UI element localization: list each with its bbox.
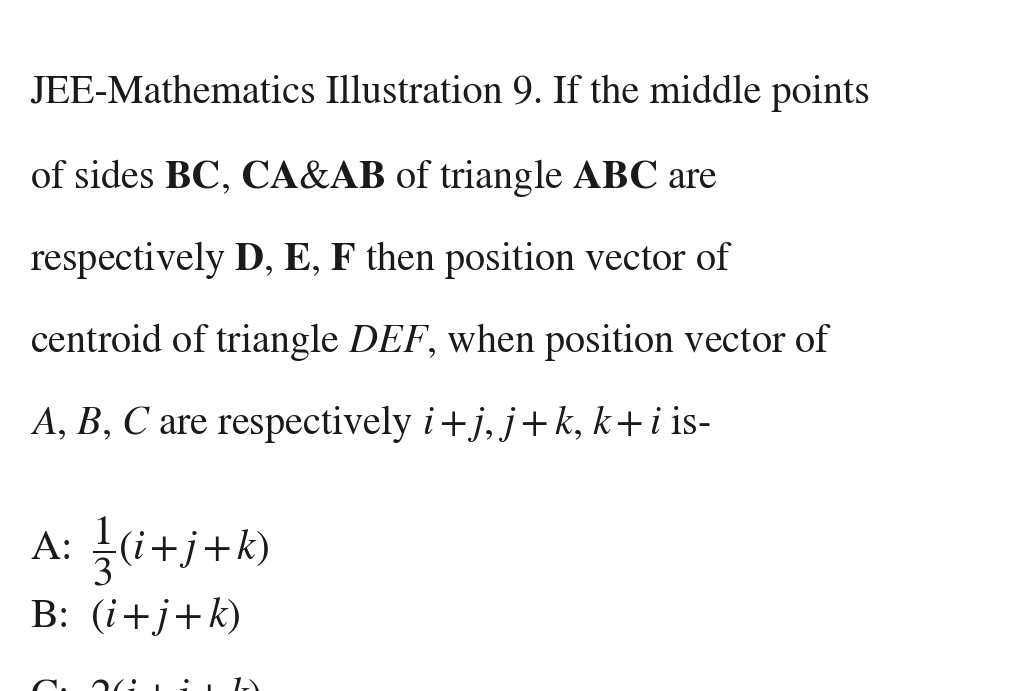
Text: centroid of triangle $\mathit{DEF}$, when position vector of: centroid of triangle $\mathit{DEF}$, whe…	[30, 321, 833, 363]
Text: A:  $\dfrac{1}{3}(\mathit{i}+\mathit{j}+\mathit{k})$: A: $\dfrac{1}{3}(\mathit{i}+\mathit{j}+\…	[30, 515, 269, 588]
Text: C:  $2(\mathit{i}+\mathit{j}+\mathit{k})$: C: $2(\mathit{i}+\mathit{j}+\mathit{k})$	[30, 675, 261, 691]
Text: respectively $\mathbf{D}$, $\mathbf{E}$, $\mathbf{F}$ then position vector of: respectively $\mathbf{D}$, $\mathbf{E}$,…	[30, 239, 733, 281]
Text: JEE-Mathematics Illustration 9. If the middle points: JEE-Mathematics Illustration 9. If the m…	[30, 75, 869, 113]
Text: of sides $\mathbf{BC}$, $\mathbf{CA}$&$\mathbf{AB}$ of triangle $\mathbf{ABC}$ a: of sides $\mathbf{BC}$, $\mathbf{CA}$&$\…	[30, 157, 718, 199]
Text: $\mathit{A}$, $\mathit{B}$, $\mathit{C}$ are respectively $\mathit{i}+\mathit{j}: $\mathit{A}$, $\mathit{B}$, $\mathit{C}$…	[30, 403, 711, 445]
Text: B:  $(\mathit{i}+\mathit{j}+\mathit{k})$: B: $(\mathit{i}+\mathit{j}+\mathit{k})$	[30, 595, 241, 638]
